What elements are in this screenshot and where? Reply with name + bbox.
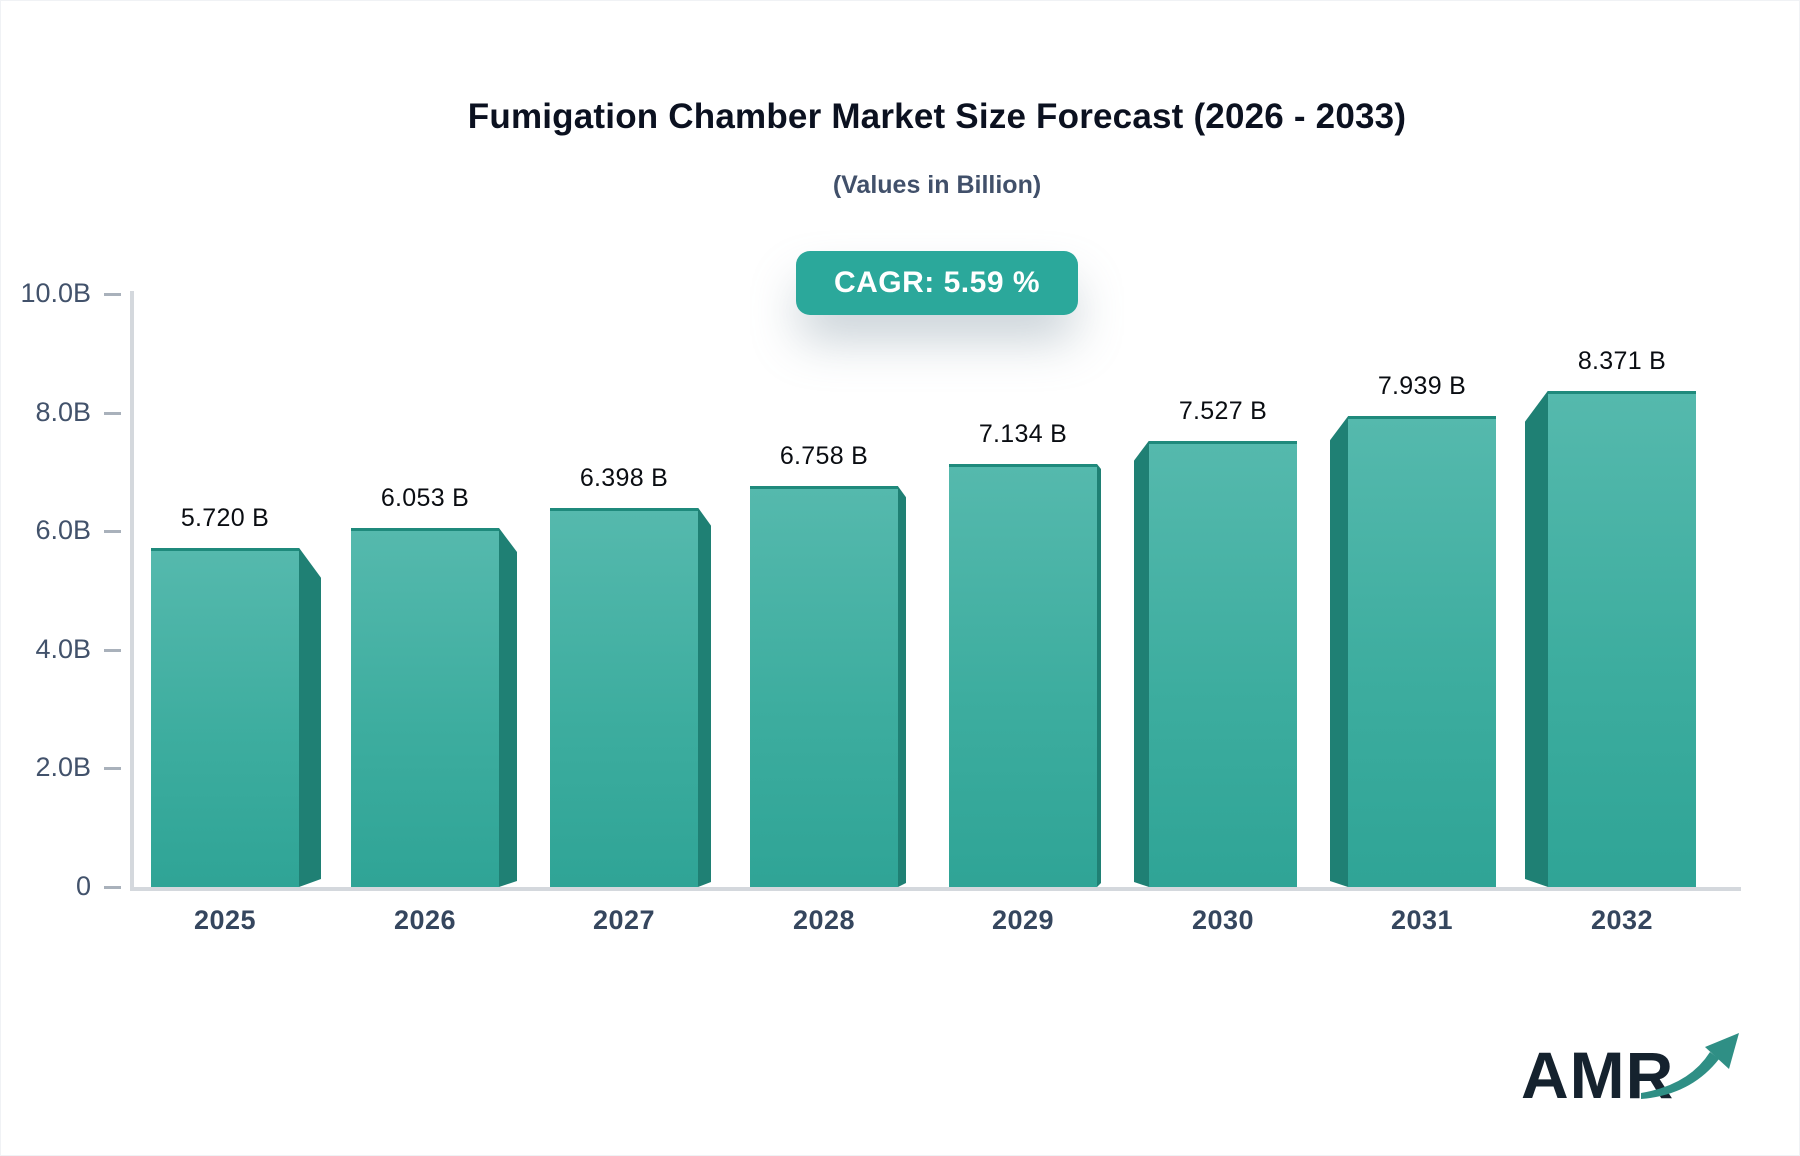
amr-logo: AMR [1521,1029,1739,1124]
x-axis-label-2026: 2026 [393,905,457,935]
bar-side-2029 [1097,464,1101,887]
bar-side-2031 [1330,416,1348,887]
bar-value-label-2027: 6.398 B [579,463,669,492]
bar-side-2032 [1525,391,1548,887]
y-axis-tick-mark [104,886,121,889]
x-axis-label-2027: 2027 [592,905,656,935]
y-axis-tick-label: 6.0B [35,515,91,546]
bar-value-label-2031: 7.939 B [1377,372,1467,401]
y-axis-tick-label: 2.0B [35,752,91,783]
bar-face-2026 [351,528,499,887]
x-axis-label-2029: 2029 [991,905,1055,935]
bar-value-label-2030: 7.527 B [1178,396,1268,425]
y-axis-tick-mark [104,530,121,534]
bar-value-label-2026: 6.053 B [380,484,470,513]
x-axis-label-2025: 2025 [193,905,257,935]
bar-side-2028 [898,486,906,887]
bar-value-label-2025: 5.720 B [180,503,270,532]
y-axis-tick-mark [104,411,121,415]
y-axis-tick-label: 8.0B [35,396,91,427]
y-axis-tick-label: 4.0B [35,633,91,664]
bar-side-2030 [1134,441,1149,887]
cagr-badge: CAGR: 5.59 % [795,251,1079,315]
bar-value-label-2032: 8.371 B [1577,346,1667,375]
amr-logo-text: AMR [1521,1038,1675,1112]
x-axis-label-2032: 2032 [1590,905,1654,935]
x-axis-label-2030: 2030 [1191,905,1255,935]
growth-arrow-icon [1641,1033,1739,1099]
bar-face-2028 [750,486,898,887]
y-axis-tick-mark [104,293,121,296]
x-axis-line [130,887,1741,891]
y-axis-tick-label: 0 [75,871,91,901]
bar-value-label-2028: 6.758 B [779,442,869,471]
chart-title: Fumigation Chamber Market Size Forecast … [467,97,1407,136]
y-axis-line [130,291,134,887]
y-axis-tick-mark [104,648,121,652]
bar-face-2025 [151,547,299,887]
bar-face-2029 [949,463,1097,887]
bar-side-2025 [299,548,321,887]
bar-side-2027 [698,508,711,887]
x-axis-label-2028: 2028 [792,905,856,935]
y-axis-tick-label: 10.0B [20,278,91,308]
bar-face-2031 [1348,416,1496,887]
bar-face-2030 [1149,440,1297,887]
bar-value-label-2029: 7.134 B [978,419,1068,448]
bar-face-2027 [550,507,698,887]
chart-subtitle: (Values in Billion) [832,171,1042,199]
bar-face-2032 [1548,390,1696,887]
cagr-badge-row: CAGR: 5.59 % [131,251,1743,315]
x-axis-label-2031: 2031 [1390,905,1454,935]
y-axis-tick-mark [104,767,121,771]
bar-side-2026 [499,528,517,887]
